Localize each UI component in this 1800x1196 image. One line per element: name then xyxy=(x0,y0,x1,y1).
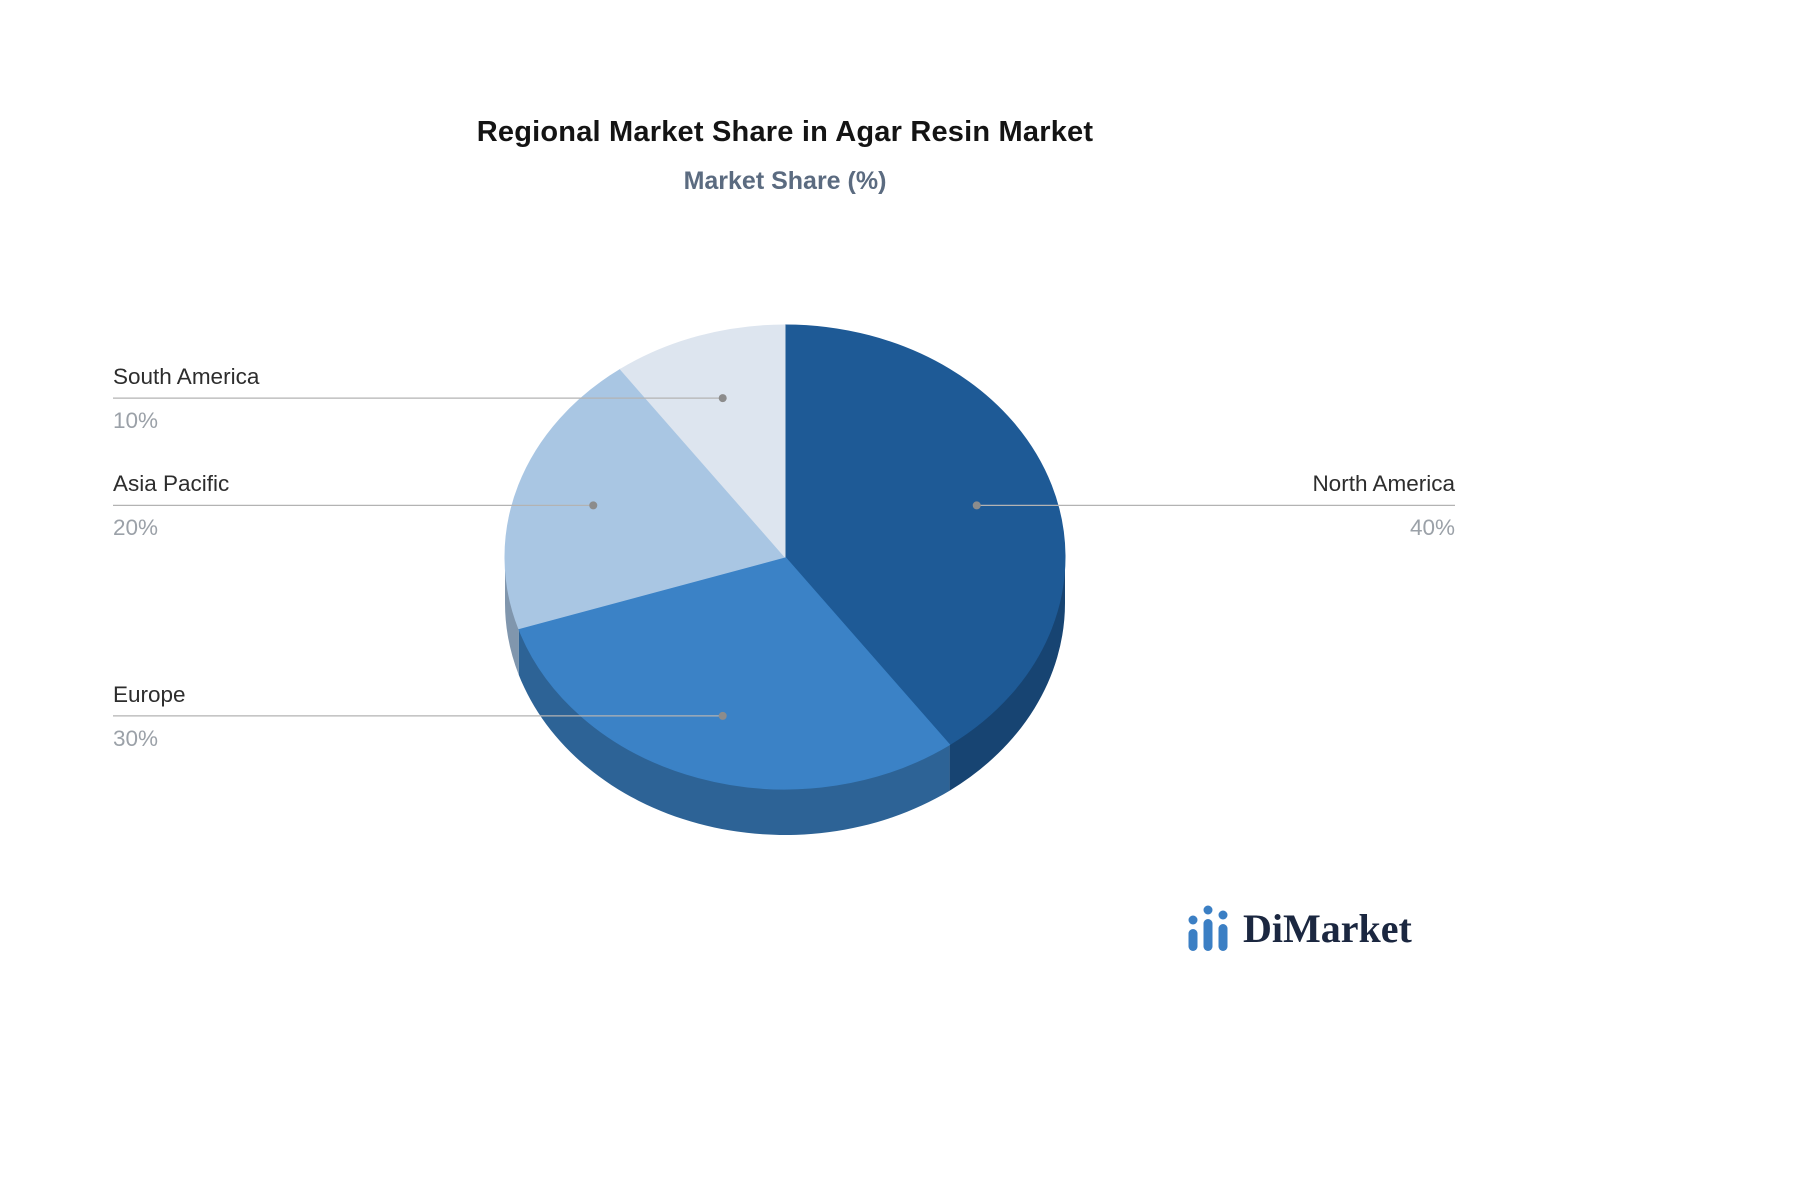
chart-header: Regional Market Share in Agar Resin Mark… xyxy=(0,116,1570,196)
leader-dot-north-america xyxy=(972,501,981,510)
pie-slice-side-asia-pacific xyxy=(505,557,519,675)
slice-label-value: 30% xyxy=(113,725,159,751)
chart-subtitle: Market Share (%) xyxy=(683,167,887,195)
pie-slice-side-europe xyxy=(518,628,950,835)
leader-dot-south-america xyxy=(718,394,727,403)
pie-slice-europe[interactable] xyxy=(518,556,951,790)
slice-label-value: 20% xyxy=(113,515,159,541)
pie-slice-south-america[interactable] xyxy=(619,324,786,558)
bar-chart-logo-icon xyxy=(1188,905,1228,951)
logo-text: DiMarket xyxy=(1243,905,1412,951)
pie-slice-side-north-america xyxy=(949,557,1065,791)
pie-slice-north-america[interactable] xyxy=(784,324,1066,746)
slice-label-name: Europe xyxy=(113,681,186,707)
leader-dot-europe xyxy=(718,711,727,720)
slice-label-value: 10% xyxy=(113,408,159,434)
chart-title: Regional Market Share in Agar Resin Mark… xyxy=(476,116,1094,148)
leader-dot-asia-pacific xyxy=(589,501,598,510)
pie-slice-asia-pacific[interactable] xyxy=(504,368,786,630)
slice-label-value: 40% xyxy=(1409,515,1455,541)
slice-label-name: Asia Pacific xyxy=(113,471,230,497)
slice-label-name: North America xyxy=(1312,471,1455,497)
slice-label-name: South America xyxy=(113,364,260,390)
dimarket-logo: DiMarket xyxy=(1185,903,1412,953)
